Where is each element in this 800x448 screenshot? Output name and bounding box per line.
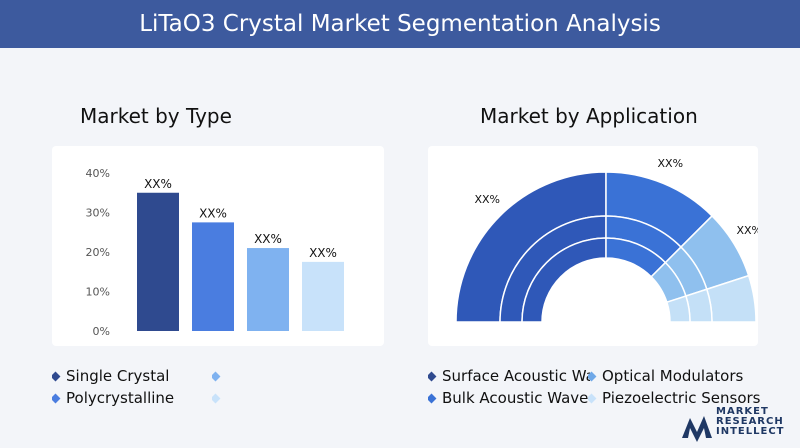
application-donut-chart: XX%XX%XX%XX% (455, 157, 785, 323)
logo-line-1: MARKET (716, 406, 769, 417)
bar-data-label: XX% (309, 246, 337, 260)
bar-data-label: XX% (144, 177, 172, 191)
donut-slice (665, 295, 691, 323)
legend-diamond-icon (588, 371, 597, 381)
bar (247, 248, 289, 331)
legend-diamond-icon (428, 393, 437, 403)
legend-label: Single Crystal (66, 367, 170, 385)
legend-label: Optical Modulators (602, 367, 744, 385)
logo-line-3: INTELLECT (716, 426, 785, 437)
legend-diamond-icon (428, 371, 437, 381)
bar (137, 192, 179, 331)
y-tick-label: 40% (86, 167, 110, 180)
legend-item-optical-modulators: Optical Modulators (588, 366, 743, 386)
bar-data-label: XX% (254, 232, 282, 246)
page-title: LiTaO3 Crystal Market Segmentation Analy… (139, 11, 661, 37)
logo-text: MARKET RESEARCH INTELLECT (716, 407, 784, 437)
legend-diamond-icon (52, 393, 61, 403)
bar-data-label: XX% (199, 206, 227, 220)
legend-diamond-icon (52, 371, 61, 381)
legend-item-polycrystalline: Polycrystalline (52, 388, 174, 408)
legend-label: Bulk Acoustic Wave (BAW) (442, 389, 590, 407)
application-section-title: Market by Application (480, 104, 698, 128)
legend-label: Surface Acoustic Wave (442, 367, 590, 385)
y-tick-label: 0% (93, 325, 110, 338)
y-tick-label: 20% (86, 246, 110, 259)
type-section-title: Market by Type (80, 104, 232, 128)
donut-data-label: XX% (736, 224, 758, 237)
donut-data-label: XX% (658, 157, 684, 170)
bar (302, 261, 344, 331)
donut-data-label: XX% (474, 193, 500, 206)
bar (192, 222, 234, 331)
type-bar-chart: 0% 10% 20% 30% 40% XX% XX% XX% XX% (86, 167, 344, 338)
application-chart-panel: XX%XX%XX%XX% (428, 146, 785, 346)
logo-mark-icon (682, 416, 712, 442)
y-tick-label: 30% (86, 207, 110, 220)
market-research-intellect-logo: MARKET RESEARCH INTELLECT (680, 402, 790, 444)
legend-item-surface-acoustic-wave: Surface Acoustic Wave (428, 366, 590, 386)
logo-line-2: RESEARCH (716, 416, 784, 427)
y-tick-label: 10% (86, 286, 110, 299)
legend-item-type-3 (212, 366, 226, 386)
legend-item-single-crystal: Single Crystal (52, 366, 169, 386)
title-bar: LiTaO3 Crystal Market Segmentation Analy… (0, 0, 800, 48)
legend-diamond-icon (212, 393, 221, 403)
legend-item-type-4 (212, 388, 226, 408)
type-chart-panel: 0% 10% 20% 30% 40% XX% XX% XX% XX% (52, 146, 384, 346)
legend-label: Piezoelectric Sensors (602, 389, 761, 407)
legend-label: Polycrystalline (66, 389, 175, 407)
legend-item-bulk-acoustic-wave: Bulk Acoustic Wave (BAW) (428, 388, 590, 408)
legend-diamond-icon (588, 393, 597, 403)
legend-diamond-icon (212, 371, 221, 381)
legend-item-piezoelectric-sensors: Piezoelectric Sensors (588, 388, 761, 408)
